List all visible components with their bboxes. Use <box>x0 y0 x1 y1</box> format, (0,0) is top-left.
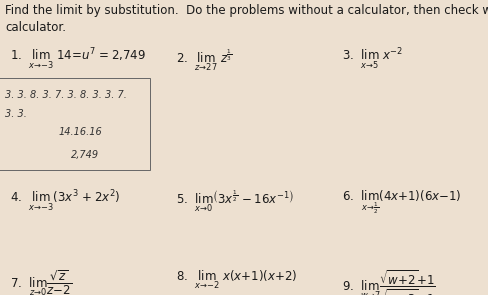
Text: 1.  $\lim_{x\to-3}\ 14 = u^7 = 2{,}749$: 1. $\lim_{x\to-3}\ 14 = u^7 = 2{,}749$ <box>10 47 145 72</box>
Text: 2,749: 2,749 <box>71 150 99 160</box>
Text: 3. 3.: 3. 3. <box>5 109 27 119</box>
Text: 8.  $\lim_{x\to-2}\ x(x+1)(x+2)$: 8. $\lim_{x\to-2}\ x(x+1)(x+2)$ <box>176 268 297 291</box>
Text: Find the limit by substitution.  Do the problems without a calculator, then chec: Find the limit by substitution. Do the p… <box>5 4 488 17</box>
Text: 3.  $\lim_{x\to5}\ x^{-2}$: 3. $\lim_{x\to5}\ x^{-2}$ <box>342 47 403 72</box>
Text: 7.  $\lim_{z\to0}\dfrac{\sqrt{z}}{z-2}$: 7. $\lim_{z\to0}\dfrac{\sqrt{z}}{z-2}$ <box>10 268 72 295</box>
Text: 4.  $\lim_{x\to-3}(3x^3 + 2x^2)$: 4. $\lim_{x\to-3}(3x^3 + 2x^2)$ <box>10 189 120 214</box>
Text: 3. 3. 8. 3. 7. 3. 8. 3. 3. 7.: 3. 3. 8. 3. 7. 3. 8. 3. 3. 7. <box>5 90 126 100</box>
Text: 5.  $\lim_{x\to0}\left(3x^{\frac{1}{2}} - 16x^{-1}\right)$: 5. $\lim_{x\to0}\left(3x^{\frac{1}{2}} -… <box>176 189 294 214</box>
Text: 6.  $\lim_{x\to\frac{1}{2}}(4x + 1)(6x - 1)$: 6. $\lim_{x\to\frac{1}{2}}(4x + 1)(6x - … <box>342 189 461 217</box>
Text: 2.  $\lim_{z\to27}\ z^{\frac{1}{3}}$: 2. $\lim_{z\to27}\ z^{\frac{1}{3}}$ <box>176 47 232 73</box>
Text: 9.  $\lim_{w\to7}\dfrac{\sqrt{w+2}+1}{\sqrt{w-3}-1}$: 9. $\lim_{w\to7}\dfrac{\sqrt{w+2}+1}{\sq… <box>342 268 435 295</box>
Text: calculator.: calculator. <box>5 21 66 34</box>
Text: 14.16.16: 14.16.16 <box>59 127 102 137</box>
